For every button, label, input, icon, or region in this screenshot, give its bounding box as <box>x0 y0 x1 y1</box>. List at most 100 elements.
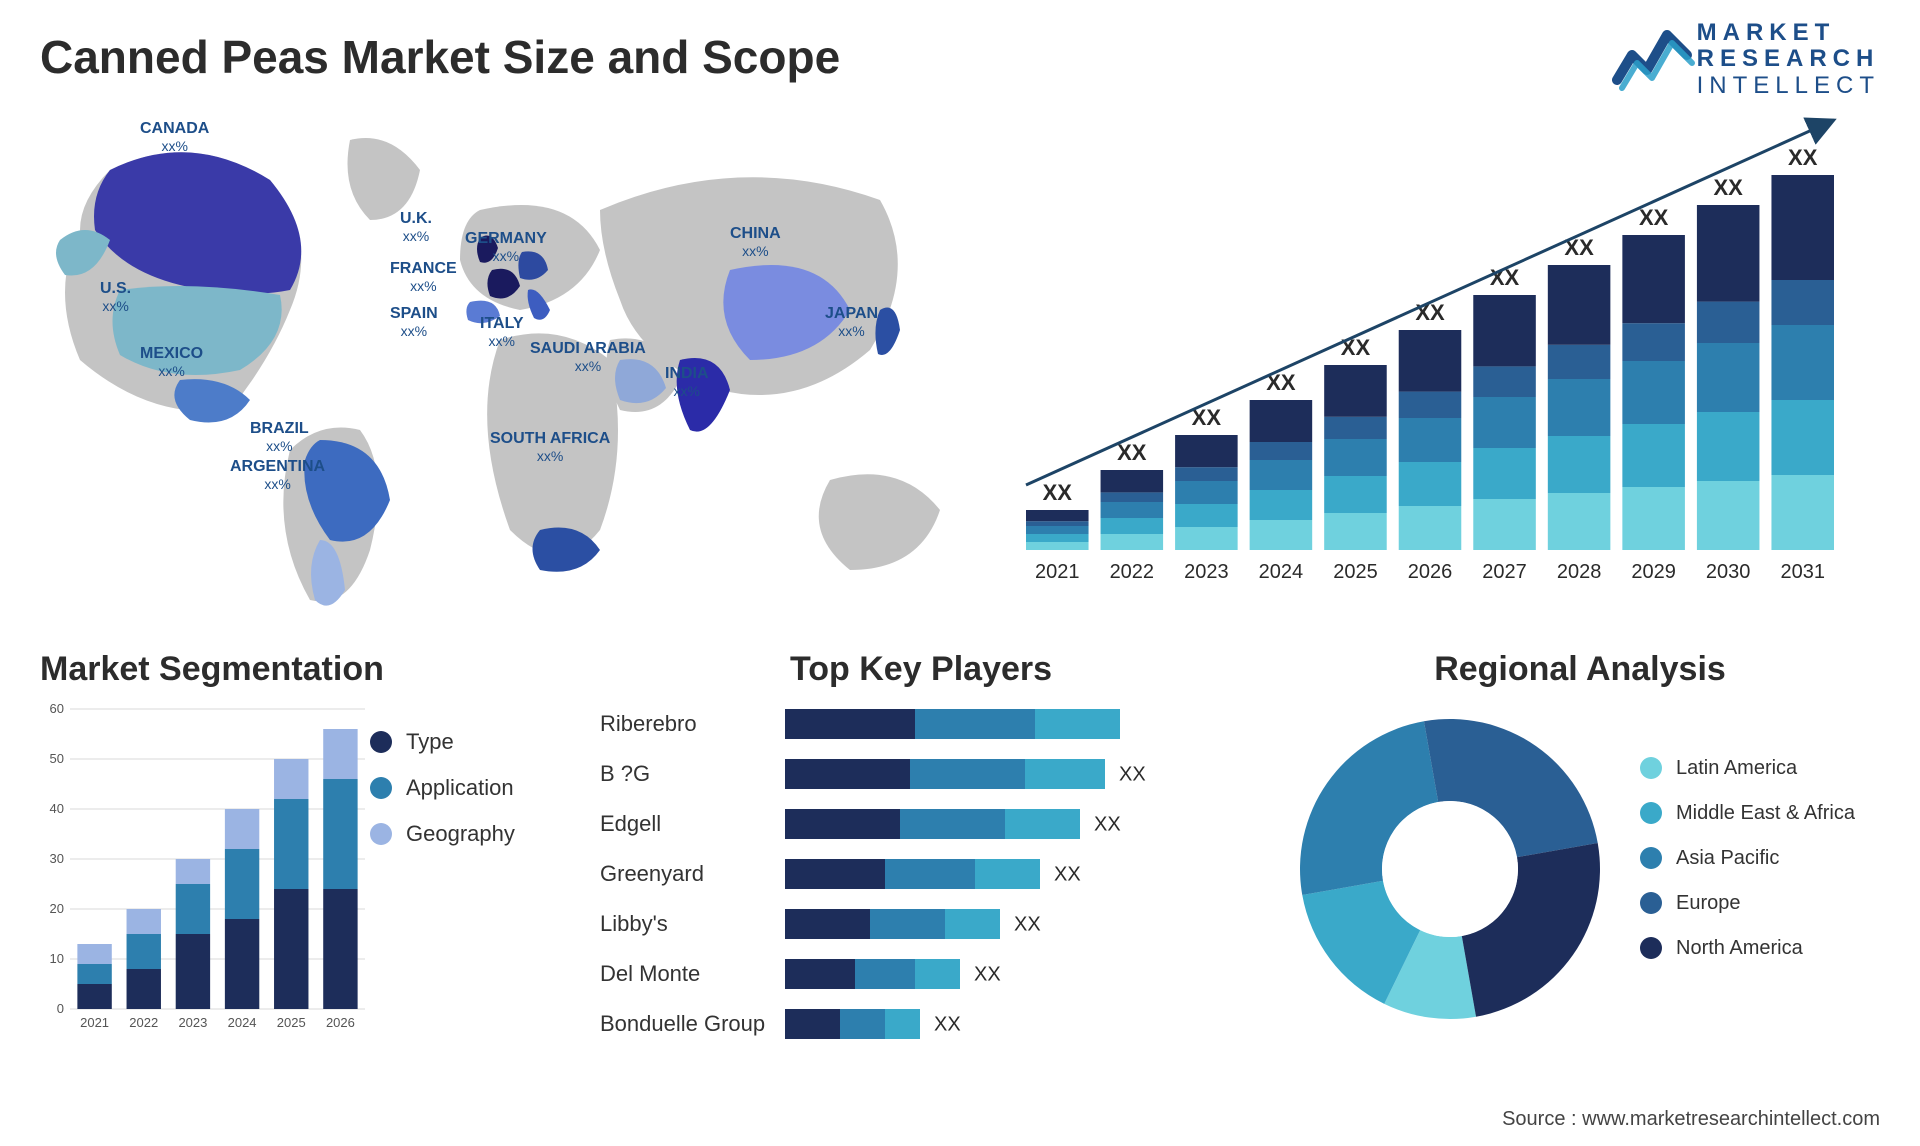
svg-text:50: 50 <box>50 751 64 766</box>
legend-dot <box>1640 847 1662 869</box>
map-label-japan: JAPANxx% <box>825 305 878 340</box>
player-name: Bonduelle Group <box>600 999 765 1049</box>
page-title: Canned Peas Market Size and Scope <box>40 30 840 84</box>
legend-item: North America <box>1640 937 1855 960</box>
key-players-body: RiberebroB ?GEdgellGreenyardLibby'sDel M… <box>600 699 1280 1049</box>
legend-label: North America <box>1676 937 1803 960</box>
svg-text:2023: 2023 <box>1184 561 1229 583</box>
svg-text:XX: XX <box>1119 764 1146 786</box>
page: Canned Peas Market Size and Scope MARKET… <box>0 0 1920 1146</box>
svg-text:XX: XX <box>1014 914 1041 936</box>
logo-line-1: MARKET <box>1697 20 1880 46</box>
svg-text:2022: 2022 <box>1110 561 1155 583</box>
svg-text:2021: 2021 <box>1035 561 1080 583</box>
logo-line-3: INTELLECT <box>1697 73 1880 99</box>
world-map-panel: CANADAxx%U.K.xx%GERMANYxx%FRANCExx%CHINA… <box>40 110 1000 630</box>
header: Canned Peas Market Size and Scope MARKET… <box>40 30 1880 100</box>
svg-text:2028: 2028 <box>1557 561 1602 583</box>
regional-donut-chart <box>1280 699 1620 1039</box>
svg-text:XX: XX <box>1117 440 1147 465</box>
logo: MARKET RESEARCH INTELLECT <box>1612 20 1880 99</box>
svg-text:XX: XX <box>1054 864 1081 886</box>
segmentation-legend: Type Application Geography <box>370 729 515 1039</box>
bottom-row: Market Segmentation 0 10 20 30 40 50 60 2021 202… <box>40 650 1880 1090</box>
map-label-u-k-: U.K.xx% <box>400 210 432 245</box>
svg-text:2021: 2021 <box>80 1015 109 1030</box>
map-label-argentina: ARGENTINAxx% <box>230 458 325 493</box>
legend-item: Application <box>370 775 515 801</box>
map-label-mexico: MEXICOxx% <box>140 345 203 380</box>
legend-item: Type <box>370 729 515 755</box>
svg-text:10: 10 <box>50 951 64 966</box>
regional-legend: Latin America Middle East & Africa Asia Pa… <box>1640 757 1855 982</box>
player-name: B ?G <box>600 749 765 799</box>
map-label-u-s-: U.S.xx% <box>100 280 131 315</box>
segmentation-chart: 0102030405060202120222023202420252026 <box>40 699 370 1039</box>
svg-text:XX: XX <box>1341 335 1371 360</box>
regional-panel: Regional Analysis Latin America Middle Ea… <box>1280 650 1880 1090</box>
key-players-chart: XX XX XX XX XX XX <box>785 699 1245 1049</box>
player-name: Libby's <box>600 899 765 949</box>
source-line: Source : www.marketresearchintellect.com <box>1502 1108 1880 1131</box>
map-label-spain: SPAINxx% <box>390 305 438 340</box>
segmentation-body: 0102030405060202120222023202420252026 Ty… <box>40 699 600 1039</box>
legend-dot <box>1640 937 1662 959</box>
legend-dot <box>1640 757 1662 779</box>
svg-text:XX: XX <box>974 964 1001 986</box>
svg-text:2031: 2031 <box>1780 561 1825 583</box>
legend-dot <box>370 731 392 753</box>
map-label-italy: ITALYxx% <box>480 315 524 350</box>
map-label-saudi-arabia: SAUDI ARABIAxx% <box>530 340 646 375</box>
legend-label: Type <box>406 729 454 755</box>
legend-label: Europe <box>1676 892 1741 915</box>
svg-text:2026: 2026 <box>326 1015 355 1030</box>
map-label-canada: CANADAxx% <box>140 120 209 155</box>
svg-text:20: 20 <box>50 901 64 916</box>
svg-text:2022: 2022 <box>129 1015 158 1030</box>
svg-text:XX: XX <box>1714 175 1744 200</box>
svg-text:2025: 2025 <box>1333 561 1378 583</box>
legend-item: Europe <box>1640 892 1855 915</box>
player-name: Edgell <box>600 799 765 849</box>
svg-text:0: 0 <box>57 1001 64 1016</box>
svg-text:XX: XX <box>1639 205 1669 230</box>
svg-text:2027: 2027 <box>1482 561 1527 583</box>
map-label-brazil: BRAZILxx% <box>250 420 309 455</box>
segmentation-title: Market Segmentation <box>40 650 600 689</box>
key-players-panel: Top Key Players RiberebroB ?GEdgellGreen… <box>600 650 1280 1090</box>
player-name: Riberebro <box>600 699 765 749</box>
legend-label: Geography <box>406 821 515 847</box>
svg-text:2024: 2024 <box>1259 561 1304 583</box>
logo-text: MARKET RESEARCH INTELLECT <box>1697 20 1880 99</box>
map-label-india: INDIAxx% <box>665 365 709 400</box>
legend-dot <box>1640 892 1662 914</box>
svg-text:XX: XX <box>1094 814 1121 836</box>
svg-text:40: 40 <box>50 801 64 816</box>
legend-item: Latin America <box>1640 757 1855 780</box>
legend-dot <box>370 823 392 845</box>
svg-text:2025: 2025 <box>277 1015 306 1030</box>
svg-text:XX: XX <box>1043 480 1073 505</box>
legend-label: Asia Pacific <box>1676 847 1779 870</box>
key-players-names: RiberebroB ?GEdgellGreenyardLibby'sDel M… <box>600 699 765 1049</box>
source-label: Source : <box>1502 1108 1582 1130</box>
key-players-title: Top Key Players <box>790 650 1280 689</box>
regional-title: Regional Analysis <box>1280 650 1880 689</box>
top-row: CANADAxx%U.K.xx%GERMANYxx%FRANCExx%CHINA… <box>40 110 1880 630</box>
logo-line-2: RESEARCH <box>1697 46 1880 72</box>
legend-item: Geography <box>370 821 515 847</box>
svg-text:2024: 2024 <box>228 1015 257 1030</box>
legend-label: Middle East & Africa <box>1676 802 1855 825</box>
map-label-france: FRANCExx% <box>390 260 457 295</box>
svg-text:2030: 2030 <box>1706 561 1751 583</box>
player-name: Greenyard <box>600 849 765 899</box>
player-name: Del Monte <box>600 949 765 999</box>
source-url: www.marketresearchintellect.com <box>1582 1108 1880 1130</box>
growth-chart-panel: XX2021XX2022XX2023XX2024XX2025XX2026XX20… <box>1000 110 1880 630</box>
svg-text:30: 30 <box>50 851 64 866</box>
map-label-china: CHINAxx% <box>730 225 781 260</box>
svg-text:60: 60 <box>50 701 64 716</box>
legend-dot <box>1640 802 1662 824</box>
svg-text:XX: XX <box>934 1014 961 1036</box>
logo-icon <box>1612 20 1697 95</box>
